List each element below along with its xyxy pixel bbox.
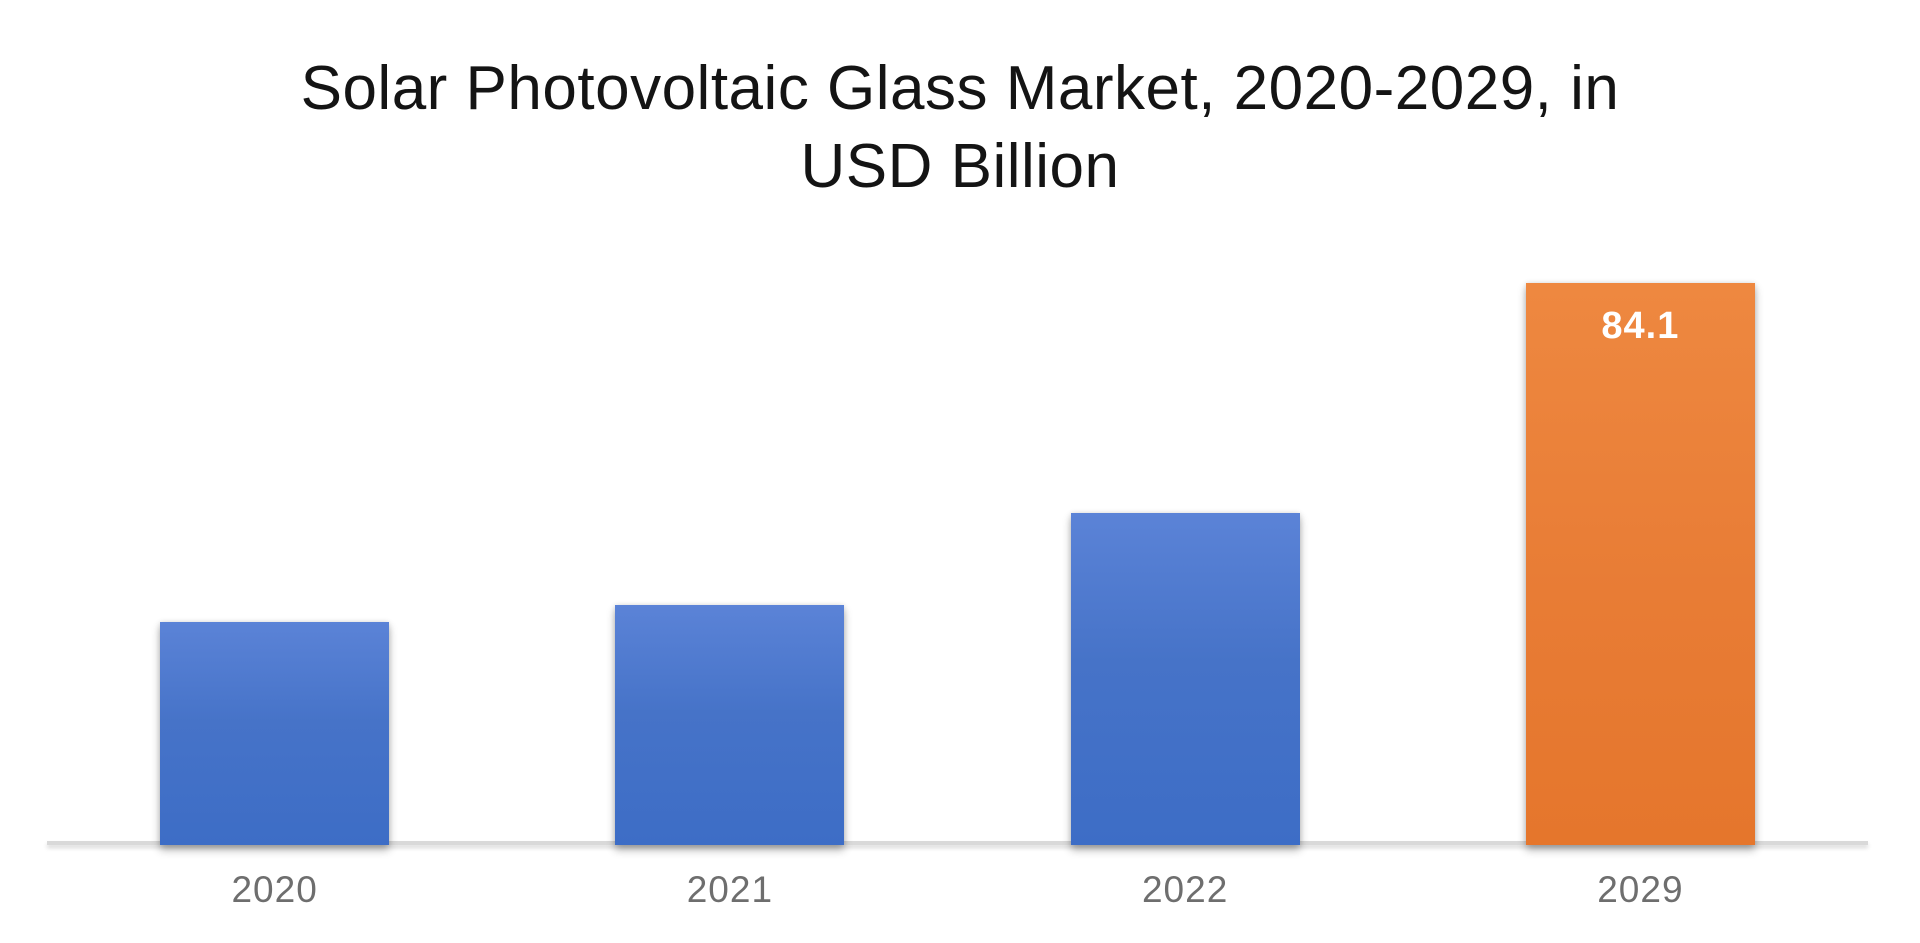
- plot-area: 84.1: [47, 283, 1868, 845]
- x-axis-label-2020: 2020: [231, 869, 318, 910]
- bar-2029: 84.1: [1525, 283, 1755, 845]
- category-cell-2021: [502, 283, 957, 845]
- bar-2020: [160, 622, 390, 845]
- x-axis-label-2029: 2029: [1597, 869, 1684, 910]
- x-axis-labels-row: 2020 2021 2022 2029: [47, 869, 1868, 911]
- chart-title-line-1: Solar Photovoltaic Glass Market, 2020-20…: [300, 54, 1620, 123]
- category-cell-2020: [47, 283, 502, 845]
- bar-value-label-2029: 84.1: [1601, 305, 1680, 347]
- chart-title: Solar Photovoltaic Glass Market, 2020-20…: [0, 50, 1920, 206]
- x-axis-label-2022: 2022: [1141, 869, 1229, 910]
- category-cell-2022: [958, 283, 1413, 845]
- bar-2022: [1070, 513, 1300, 845]
- x-axis-line: [47, 841, 1868, 845]
- bar-2021: [615, 605, 845, 845]
- chart-title-line-2: USD Billion: [800, 132, 1120, 201]
- x-axis-label-2021: 2021: [686, 869, 774, 910]
- category-cell-2029: 84.1: [1413, 283, 1868, 845]
